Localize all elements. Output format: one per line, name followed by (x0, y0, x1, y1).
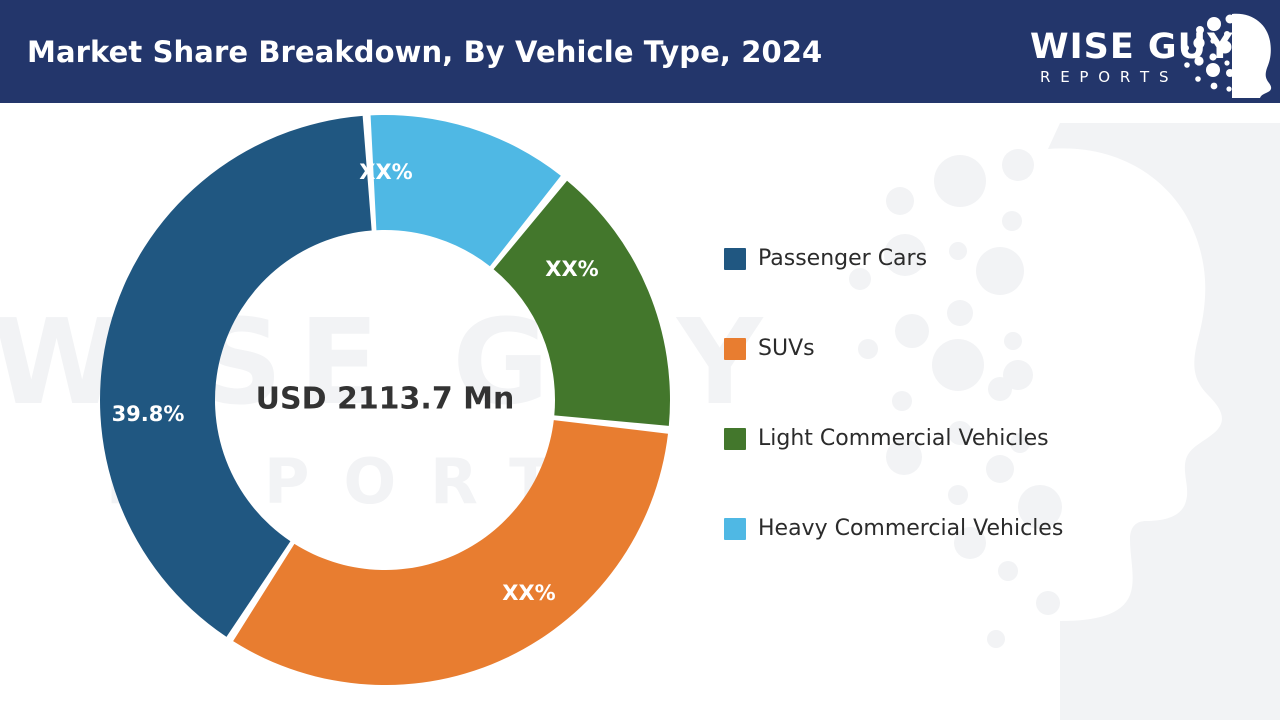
legend-swatch-icon (724, 518, 746, 540)
legend-label: Passenger Cars (758, 246, 928, 271)
donut-chart: 39.8% XX% XX% XX% USD 2113.7 Mn (0, 103, 720, 720)
legend-item-light-commercial-vehicles[interactable]: Light Commercial Vehicles (724, 428, 1164, 450)
wise-guy-reports-logo: WISE GUY R E P O R T S (1030, 13, 1272, 98)
donut-slice[interactable] (493, 180, 670, 426)
legend-swatch-icon (724, 428, 746, 450)
donut-slice[interactable] (370, 115, 561, 267)
legend-swatch-icon (724, 338, 746, 360)
donut-center-label: USD 2113.7 Mn (256, 382, 515, 417)
donut-slice-labels: 39.8% XX% XX% XX% (112, 160, 599, 605)
slice-data-label: XX% (502, 581, 555, 605)
donut-slice[interactable] (233, 420, 668, 685)
legend-item-suvs[interactable]: SUVs (724, 338, 1164, 360)
donut-slice[interactable] (99, 115, 372, 637)
header-bar: Market Share Breakdown, By Vehicle Type,… (0, 0, 1280, 103)
legend-swatch-icon (724, 248, 746, 270)
legend-label: Light Commercial Vehicles (758, 426, 1049, 451)
legend-item-heavy-commercial-vehicles[interactable]: Heavy Commercial Vehicles (724, 518, 1164, 540)
logo-head-icon (1183, 13, 1272, 98)
slice-data-label: XX% (359, 160, 412, 184)
legend-label: Heavy Commercial Vehicles (758, 516, 1064, 541)
legend-label: SUVs (758, 336, 815, 361)
logo-line2: R E P O R T S (1040, 68, 1171, 86)
page-title: Market Share Breakdown, By Vehicle Type,… (27, 34, 823, 69)
chart-legend: Passenger Cars SUVs Light Commercial Veh… (724, 248, 1164, 540)
donut-slices (99, 115, 670, 685)
slice-data-label: XX% (545, 257, 598, 281)
slice-data-label: 39.8% (112, 402, 185, 426)
legend-item-passenger-cars[interactable]: Passenger Cars (724, 248, 1164, 270)
